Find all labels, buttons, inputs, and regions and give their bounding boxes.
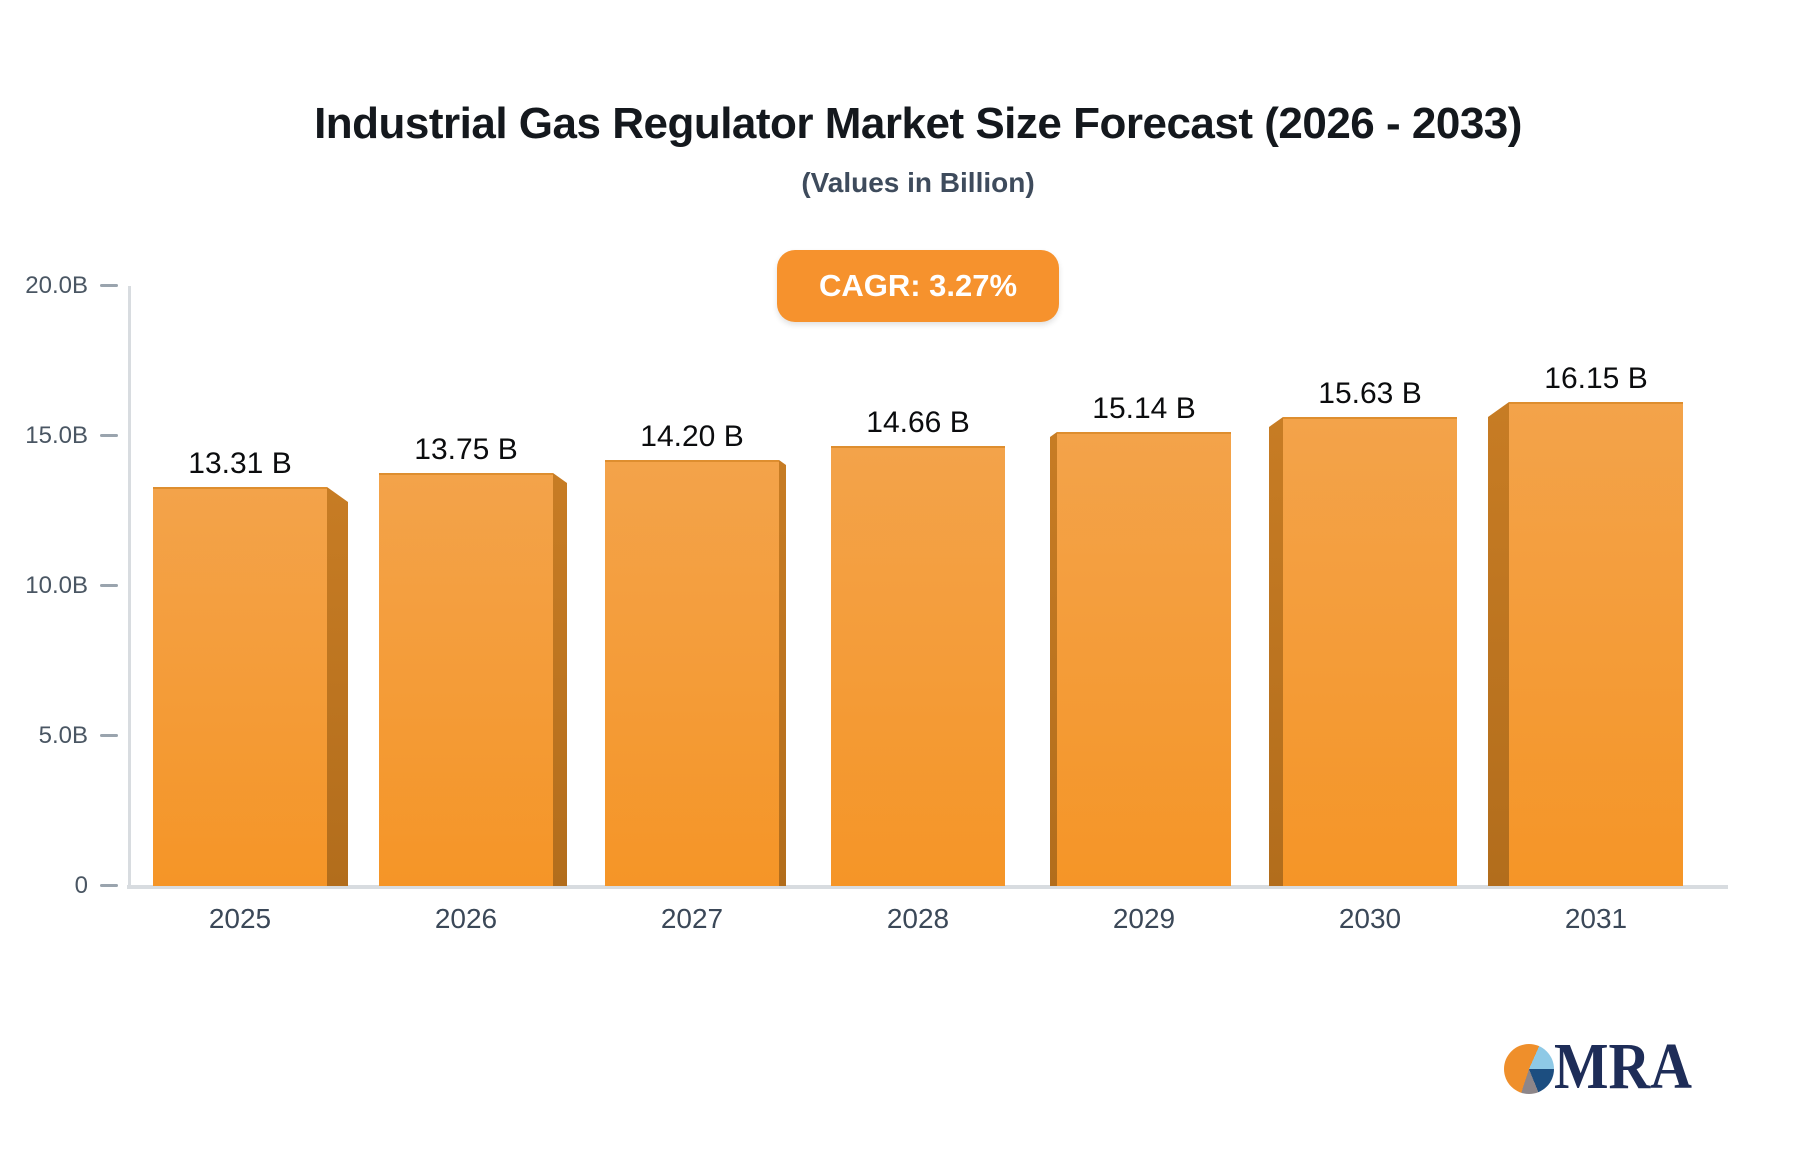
x-axis-label: 2029 (1112, 903, 1176, 934)
bar-value-label: 13.75 B (414, 433, 518, 466)
bar-side-face (1269, 417, 1283, 886)
chart-title: Industrial Gas Regulator Market Size For… (314, 99, 1522, 148)
pie-chart-logo-icon (1504, 1044, 1554, 1094)
logo-text: MRA (1554, 1032, 1692, 1102)
mra-logo: MRA (1502, 1032, 1762, 1102)
cagr-badge: CAGR: 3.27% (776, 250, 1060, 322)
y-axis-tick-dash (100, 434, 118, 437)
bar-value-label: 14.66 B (866, 406, 970, 439)
y-axis-tick-dash (100, 584, 118, 587)
y-axis-tick-label: 5.0B (38, 722, 88, 749)
chart-header: Industrial Gas Regulator Market Size For… (36, 0, 1800, 322)
bar-side-face (1488, 402, 1509, 886)
bar-side-face (779, 460, 786, 886)
y-axis-tick-label: 10.0B (25, 572, 88, 599)
y-axis-tick-label: 15.0B (25, 422, 88, 449)
bar (153, 487, 327, 886)
bar (1057, 432, 1231, 886)
bar (605, 460, 779, 886)
y-axis-tick-dash (100, 284, 118, 287)
bar-value-label: 13.31 B (188, 447, 292, 480)
bar-side-face (327, 487, 348, 886)
bar-side-face (1050, 432, 1057, 886)
y-axis-tick-label: 0 (74, 872, 88, 899)
bar (831, 446, 1005, 886)
x-axis-label: 2027 (660, 903, 724, 934)
x-axis-label: 2025 (208, 903, 272, 934)
x-axis-label: 2026 (434, 903, 498, 934)
y-axis-line (128, 286, 131, 888)
y-axis-tick-label: 20.0B (25, 272, 88, 299)
x-axis-line (127, 885, 1728, 889)
x-axis-label: 2031 (1564, 903, 1628, 934)
bar-value-label: 14.20 B (640, 420, 744, 453)
y-axis-tick-dash (100, 734, 118, 737)
x-axis-label: 2030 (1338, 903, 1402, 934)
bar-value-label: 15.63 B (1318, 377, 1422, 410)
bar-value-label: 16.15 B (1544, 362, 1648, 395)
bar-side-face (553, 473, 567, 886)
y-axis-tick-dash (100, 884, 118, 887)
bar-value-label: 15.14 B (1092, 392, 1196, 425)
x-axis-label: 2028 (886, 903, 950, 934)
chart-subtitle: (Values in Billion) (801, 167, 1035, 198)
bar (1283, 417, 1457, 886)
bar (1509, 402, 1683, 886)
logo-wordmark: MRA (1554, 1032, 1692, 1102)
bar (379, 473, 553, 886)
